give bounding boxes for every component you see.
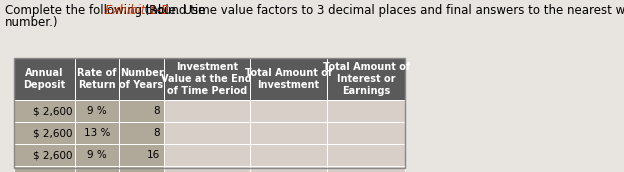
Bar [14, 100, 75, 122]
Bar [75, 122, 119, 144]
Bar [328, 58, 405, 100]
Bar [163, 58, 250, 100]
Text: 8: 8 [153, 128, 160, 138]
Bar [250, 58, 328, 100]
Text: 9 %: 9 % [87, 150, 107, 160]
Text: Complete the following table. Use: Complete the following table. Use [5, 4, 209, 17]
Text: $ 2,600: $ 2,600 [32, 106, 72, 116]
Bar [250, 144, 328, 166]
Bar [119, 58, 163, 100]
Bar [163, 144, 250, 166]
Bar [75, 144, 119, 166]
Bar [75, 100, 119, 122]
Bar [119, 100, 163, 122]
Bar [14, 122, 75, 144]
Text: Rate of
Return: Rate of Return [77, 68, 117, 90]
Bar [119, 122, 163, 144]
Bar [163, 100, 250, 122]
Text: Exhibit 1-B: Exhibit 1-B [105, 4, 169, 17]
Text: Total Amount of
Interest or
Earnings: Total Amount of Interest or Earnings [323, 62, 410, 96]
Bar [250, 100, 328, 122]
Bar [250, 122, 328, 144]
Bar [14, 58, 405, 168]
Text: number.): number.) [5, 16, 59, 29]
Text: $ 2,600: $ 2,600 [32, 128, 72, 138]
Bar [14, 58, 75, 100]
Bar [163, 122, 250, 144]
Bar [119, 166, 163, 172]
Bar [14, 166, 75, 172]
Text: 16: 16 [147, 150, 160, 160]
Text: 8: 8 [153, 106, 160, 116]
Bar [328, 166, 405, 172]
Bar [328, 122, 405, 144]
Text: 9 %: 9 % [87, 106, 107, 116]
Bar [163, 166, 250, 172]
Bar [75, 58, 119, 100]
Text: Number
of Years: Number of Years [120, 68, 163, 90]
Text: $ 2,600: $ 2,600 [32, 150, 72, 160]
Bar [328, 144, 405, 166]
Text: . (Round time value factors to 3 decimal places and final answers to the nearest: . (Round time value factors to 3 decimal… [137, 4, 624, 17]
Text: 13 %: 13 % [84, 128, 110, 138]
Bar [328, 100, 405, 122]
Text: Annual
Deposit: Annual Deposit [23, 68, 66, 90]
Bar [250, 166, 328, 172]
Bar [75, 166, 119, 172]
Bar [14, 144, 75, 166]
Text: Investment
Value at the End
of Time Period: Investment Value at the End of Time Peri… [162, 62, 252, 96]
Bar [119, 144, 163, 166]
Text: Total Amount of
Investment: Total Amount of Investment [245, 68, 332, 90]
